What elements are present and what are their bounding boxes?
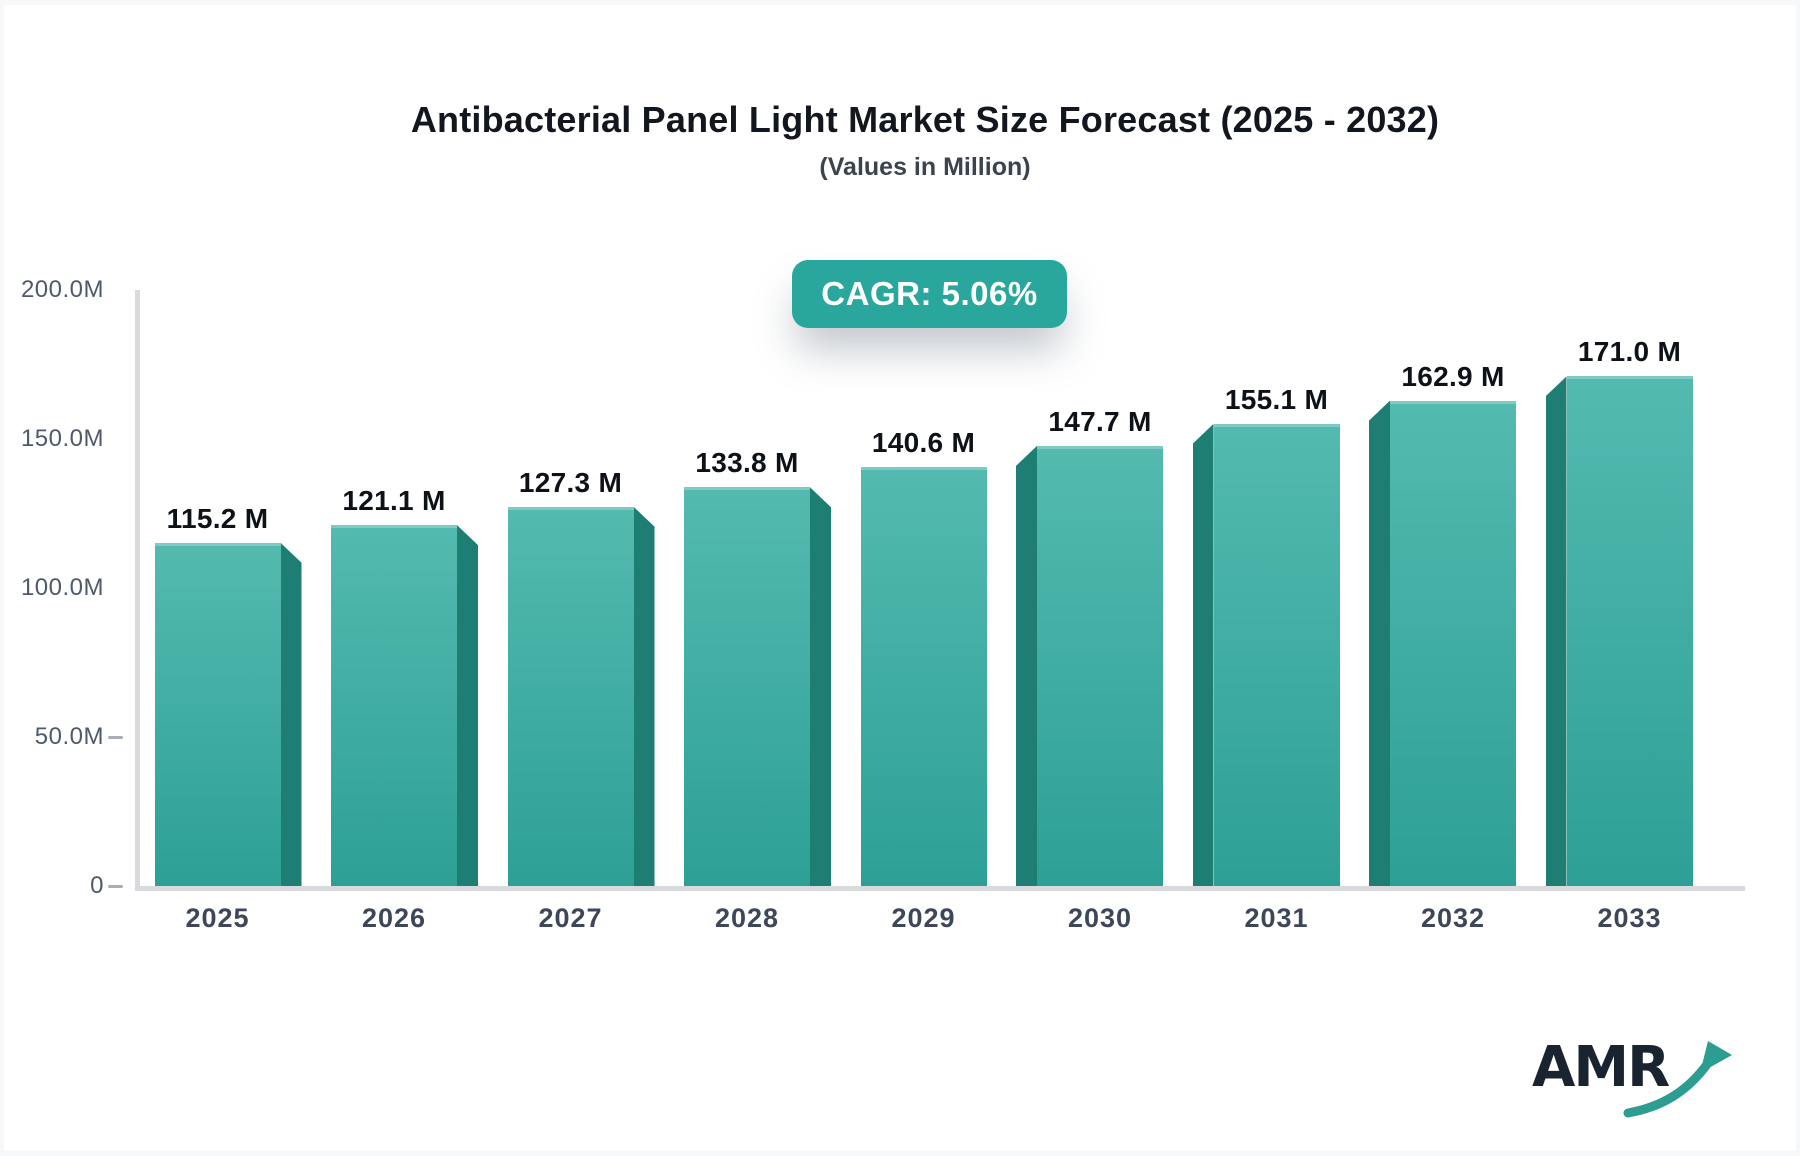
cagr-badge: CAGR: 5.06% — [792, 260, 1067, 328]
y-tick-mark-50.0M — [108, 736, 123, 739]
brand-logo: AMR — [1532, 1035, 1742, 1125]
y-tick-label-50.0M: 50.0M — [34, 723, 104, 750]
bar-2030 — [1037, 445, 1163, 886]
bar-value-label-2029: 140.6 M — [871, 427, 976, 459]
bar-value-label-2030: 147.7 M — [1048, 405, 1152, 437]
bar-value-label-2026: 121.1 M — [342, 485, 446, 517]
brand-logo-text: AMR — [1532, 1035, 1670, 1100]
x-axis-label-2028: 2028 — [714, 903, 780, 933]
x-axis-label-2029: 2029 — [891, 903, 956, 933]
bar-side-face-2027 — [633, 506, 655, 886]
bar-value-label-2031: 155.1 M — [1224, 383, 1329, 415]
bar-2027 — [507, 506, 634, 886]
bar-2031 — [1213, 423, 1340, 886]
y-tick-label-0: 0 — [90, 872, 104, 899]
bar-side-face-2033 — [1545, 376, 1567, 886]
x-axis-label-2026: 2026 — [361, 903, 427, 933]
bar-side-face-2030 — [1016, 445, 1037, 886]
bar-side-face-2032 — [1369, 400, 1390, 886]
chart-card: Antibacterial Panel Light Market Size Fo… — [4, 5, 1796, 1151]
bar-value-label-2028: 133.8 M — [695, 447, 799, 479]
y-tick-mark-0 — [108, 885, 123, 888]
x-axis-label-2033: 2033 — [1597, 903, 1662, 933]
plot-area: 115.2 M 121.1 M 127.3 M 133.8 M 140.6 M 147.7… — [135, 290, 1745, 891]
bar-2032 — [1390, 400, 1516, 886]
bar-2025 — [154, 542, 281, 886]
x-axis-label-2031: 2031 — [1244, 903, 1309, 933]
x-axis-label-2030: 2030 — [1067, 903, 1133, 933]
bar-side-face-2025 — [280, 542, 302, 886]
y-tick-label-150.0M: 150.0M — [20, 425, 104, 452]
bar-2026 — [331, 525, 457, 886]
x-axis-label-2025: 2025 — [185, 903, 250, 933]
bar-value-label-2032: 162.9 M — [1401, 360, 1505, 392]
bar-2033 — [1566, 376, 1693, 886]
x-axis-label-2032: 2032 — [1420, 903, 1486, 933]
chart-subtitle: (Values in Million) — [819, 153, 1031, 181]
bar-2029 — [860, 467, 987, 886]
bar-value-label-2033: 171.0 M — [1577, 336, 1682, 368]
bar-side-face-2031 — [1192, 423, 1214, 886]
bar-value-label-2025: 115.2 M — [166, 502, 269, 534]
bar-2028 — [684, 487, 810, 886]
y-tick-label-200.0M: 200.0M — [20, 276, 104, 303]
bar-side-face-2026 — [457, 525, 478, 886]
bar-side-face-2028 — [810, 487, 831, 886]
bar-value-label-2027: 127.3 M — [518, 466, 623, 498]
y-tick-label-100.0M: 100.0M — [20, 574, 104, 601]
x-axis-label-2027: 2027 — [538, 903, 603, 933]
trending-up-arrow-icon — [1623, 1041, 1732, 1118]
cagr-badge-label: CAGR: 5.06% — [821, 275, 1038, 312]
chart-title: Antibacterial Panel Light Market Size Fo… — [410, 99, 1440, 140]
